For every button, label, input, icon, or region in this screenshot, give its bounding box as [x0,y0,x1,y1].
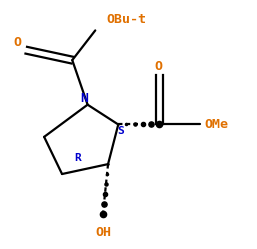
Text: OBu-t: OBu-t [107,13,147,26]
Text: S: S [117,126,124,136]
Text: O: O [154,60,162,73]
Text: OH: OH [95,226,111,239]
Text: OMe: OMe [204,118,228,131]
Text: O: O [13,36,21,49]
Text: R: R [74,153,81,163]
Text: N: N [80,92,88,105]
